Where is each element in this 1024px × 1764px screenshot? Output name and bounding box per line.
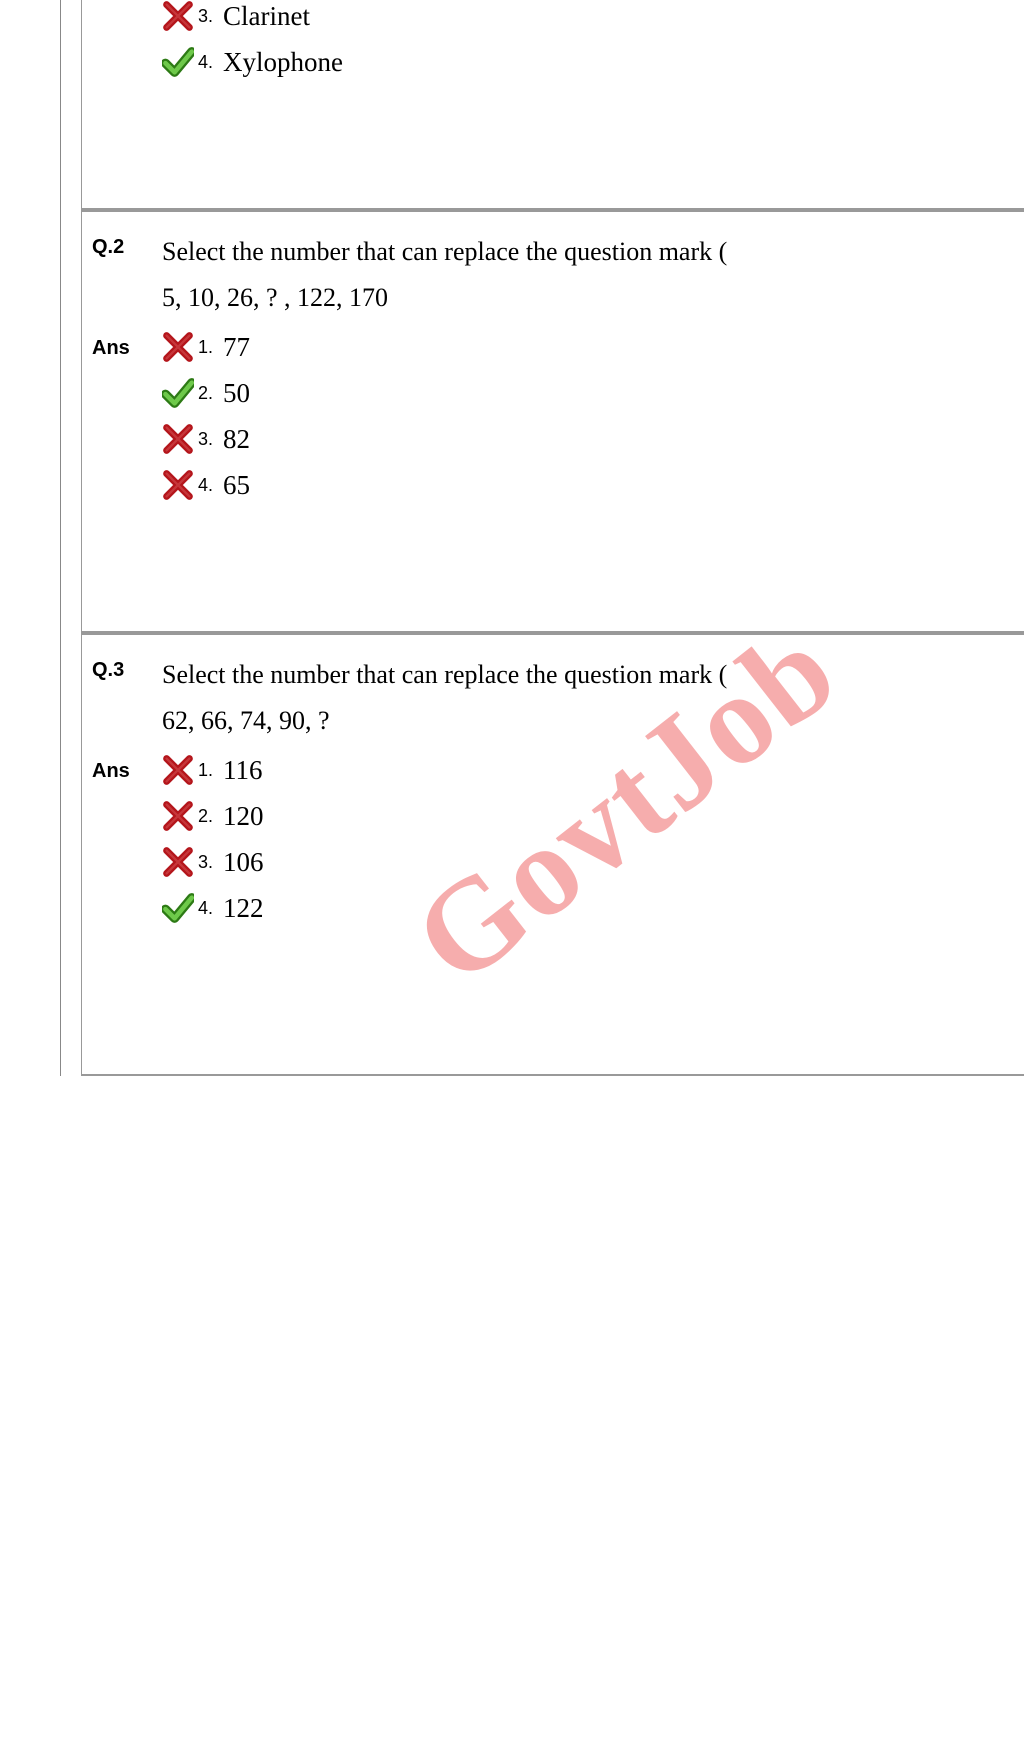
answer-label xyxy=(92,0,162,6)
options-list: 3. Clarinet 4. Xylophone xyxy=(162,0,343,78)
cross-icon xyxy=(162,331,194,363)
cross-icon xyxy=(162,846,194,878)
cross-icon xyxy=(162,754,194,786)
answer-option[interactable]: 3. Clarinet xyxy=(162,0,343,32)
answer-row: Ans 1. 77 2. 50 3. 82 xyxy=(82,331,1024,501)
option-text: 116 xyxy=(223,755,263,786)
option-number: 3. xyxy=(198,429,213,450)
option-text: 106 xyxy=(223,847,264,878)
option-text: Clarinet xyxy=(223,1,310,32)
option-number: 2. xyxy=(198,806,213,827)
answer-option[interactable]: 3. 82 xyxy=(162,423,250,455)
option-number: 4. xyxy=(198,475,213,496)
answer-option[interactable]: 1. 116 xyxy=(162,754,264,786)
option-number: 1. xyxy=(198,337,213,358)
answer-option[interactable]: 4. 65 xyxy=(162,469,250,501)
option-text: 120 xyxy=(223,801,264,832)
cross-icon xyxy=(162,423,194,455)
question-text: Select the number that can replace the q… xyxy=(162,232,727,271)
question-row: Q.2 Select the number that can replace t… xyxy=(82,232,1024,313)
option-text: 65 xyxy=(223,470,250,501)
question-block: 3. Clarinet 4. Xylophone xyxy=(81,0,1024,210)
question-text: Select the number that can replace the q… xyxy=(162,655,727,694)
answer-option[interactable]: 3. 106 xyxy=(162,846,264,878)
option-number: 3. xyxy=(198,852,213,873)
question-series: 5, 10, 26, ? , 122, 170 xyxy=(162,283,727,313)
question-block: Q.3 Select the number that can replace t… xyxy=(81,633,1024,1076)
answer-row: Ans 1. 116 2. 120 3. 106 xyxy=(82,754,1024,924)
page-container: 3. Clarinet 4. Xylophone Q.2 Select the … xyxy=(60,0,1024,1076)
option-text: 77 xyxy=(223,332,250,363)
cross-icon xyxy=(162,469,194,501)
answer-option[interactable]: 4. Xylophone xyxy=(162,46,343,78)
answer-option[interactable]: 1. 77 xyxy=(162,331,250,363)
question-block: Q.2 Select the number that can replace t… xyxy=(81,210,1024,633)
option-number: 4. xyxy=(198,898,213,919)
option-text: Xylophone xyxy=(223,47,343,78)
answer-option[interactable]: 4. 122 xyxy=(162,892,264,924)
options-list: 1. 116 2. 120 3. 106 4. 122 xyxy=(162,754,264,924)
check-icon xyxy=(162,46,194,78)
cross-icon xyxy=(162,800,194,832)
option-number: 3. xyxy=(198,6,213,27)
answer-option[interactable]: 2. 50 xyxy=(162,377,250,409)
option-number: 1. xyxy=(198,760,213,781)
option-number: 2. xyxy=(198,383,213,404)
option-text: 122 xyxy=(223,893,264,924)
answer-row: 3. Clarinet 4. Xylophone xyxy=(82,0,1024,78)
question-row: Q.3 Select the number that can replace t… xyxy=(82,655,1024,736)
check-icon xyxy=(162,892,194,924)
check-icon xyxy=(162,377,194,409)
question-number: Q.2 xyxy=(92,232,162,259)
answer-option[interactable]: 2. 120 xyxy=(162,800,264,832)
question-number: Q.3 xyxy=(92,655,162,682)
cross-icon xyxy=(162,0,194,32)
answer-label: Ans xyxy=(92,754,162,783)
option-text: 50 xyxy=(223,378,250,409)
answer-label: Ans xyxy=(92,331,162,360)
option-number: 4. xyxy=(198,52,213,73)
options-list: 1. 77 2. 50 3. 82 4. 65 xyxy=(162,331,250,501)
option-text: 82 xyxy=(223,424,250,455)
question-series: 62, 66, 74, 90, ? xyxy=(162,706,727,736)
